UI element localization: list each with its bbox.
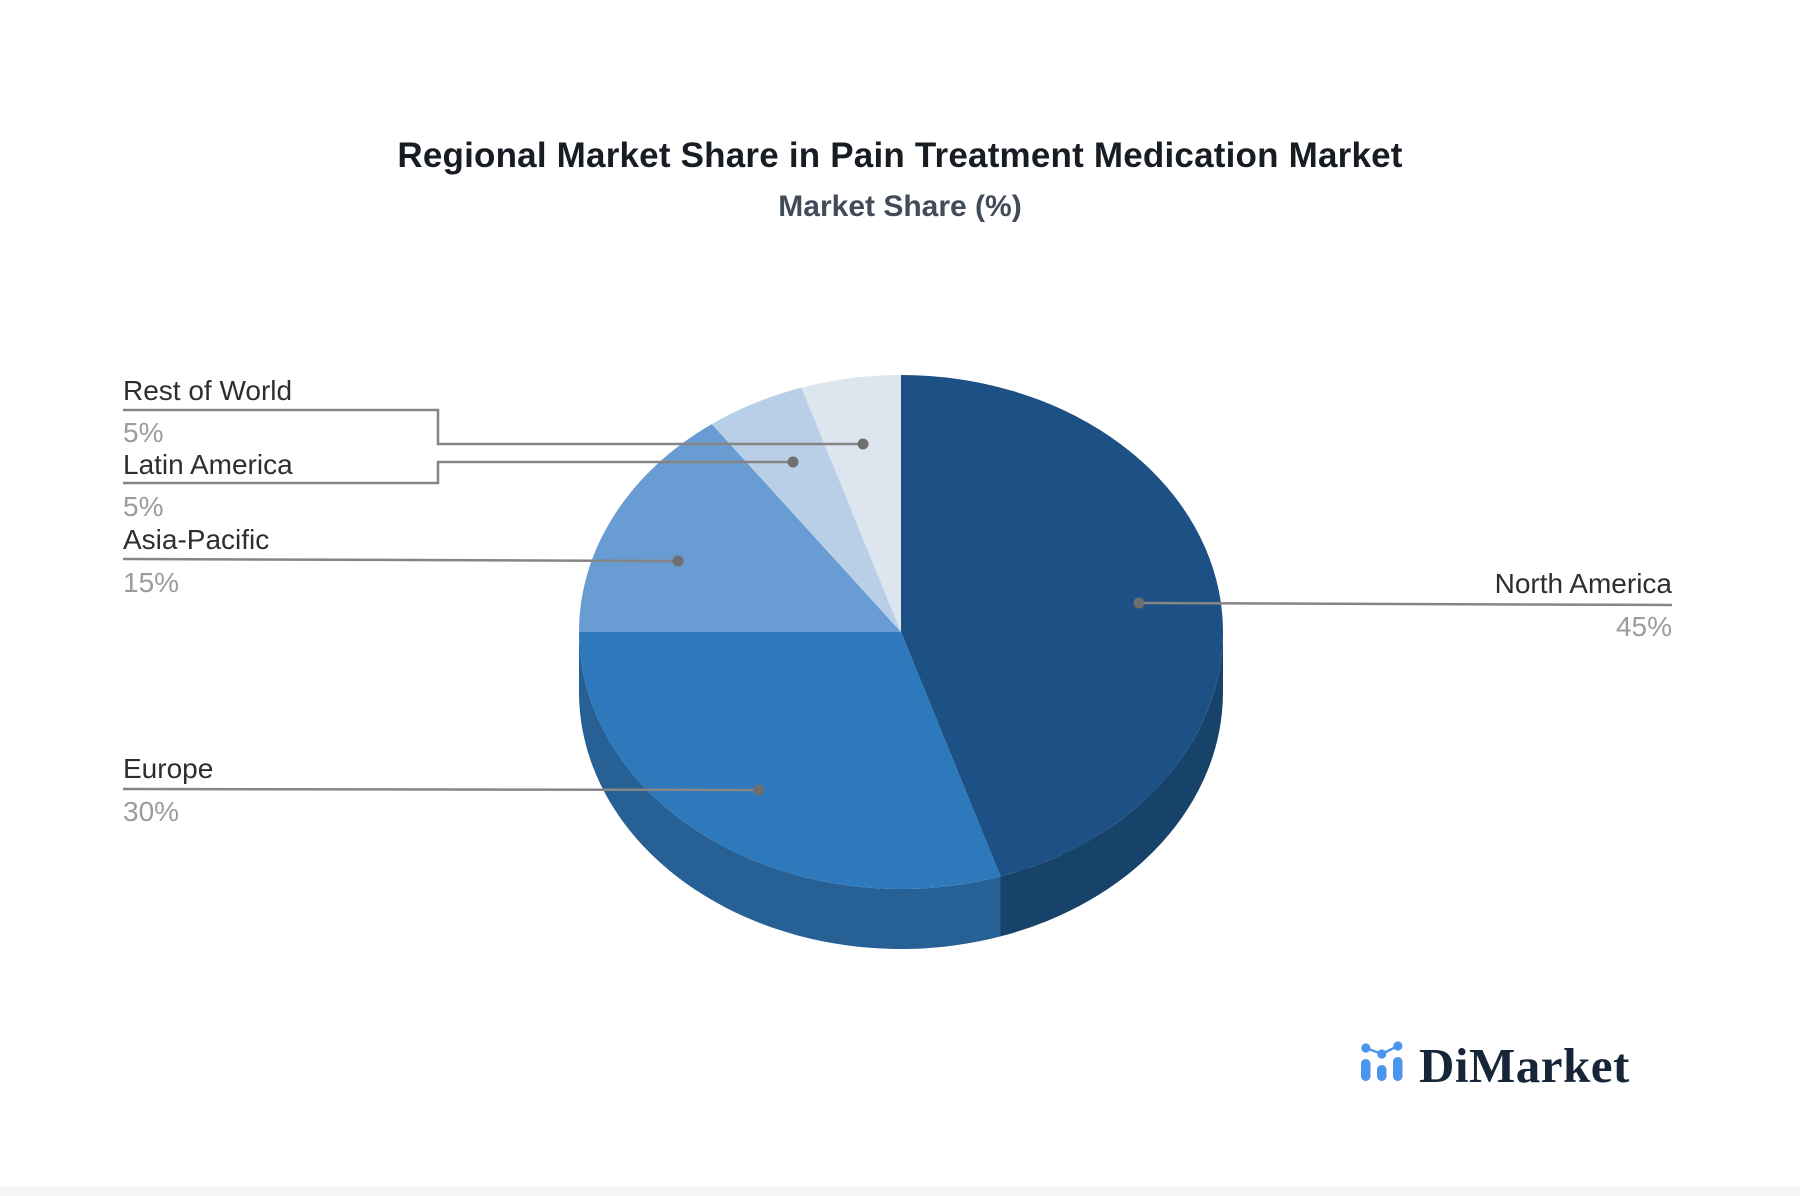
pie-slice-rest-of-world xyxy=(801,375,901,632)
callout-line-europe xyxy=(122,787,760,792)
slice-label-latin-america: Latin America xyxy=(123,449,293,480)
chart-subtitle: Market Share (%) xyxy=(778,190,1022,223)
slice-label-north-america: North America xyxy=(1495,568,1673,599)
callout-line-north-america xyxy=(1138,601,1673,607)
slice-pct-asia-pacific: 15% xyxy=(123,567,179,598)
pie-slice-latin-america xyxy=(711,387,901,632)
logo-dot xyxy=(1393,1041,1403,1051)
slice-pct-latin-america: 5% xyxy=(123,491,163,522)
slice-pct-rest-of-world: 5% xyxy=(123,417,163,448)
logo-bar xyxy=(1377,1065,1387,1081)
pie-slice-europe xyxy=(579,632,1001,889)
callout-dot-north-america xyxy=(1133,597,1145,609)
chart-title: Regional Market Share in Pain Treatment … xyxy=(397,136,1403,175)
slice-pct-north-america: 45% xyxy=(1616,611,1672,642)
pie-slice-side-north-america xyxy=(1000,632,1223,937)
pie-slice-north-america xyxy=(901,375,1223,877)
slice-label-rest-of-world: Rest of World xyxy=(123,375,292,406)
callout-dot-europe xyxy=(753,784,765,796)
brand-logo: DiMarket xyxy=(1360,1040,1630,1092)
pie-slice-side-europe xyxy=(579,632,1001,949)
callout-line-asia-pacific xyxy=(122,557,679,563)
brand-name: DiMarket xyxy=(1419,1038,1630,1093)
bar-line-chart-icon xyxy=(1361,1041,1403,1081)
callout-line-rest-of-world xyxy=(123,408,863,446)
slice-pct-europe: 30% xyxy=(123,796,179,827)
callout-dot-latin-america xyxy=(787,456,799,468)
logo-bar xyxy=(1393,1057,1403,1081)
callout-dot-asia-pacific xyxy=(672,555,684,567)
callout-line-latin-america xyxy=(123,460,793,485)
slice-label-europe: Europe xyxy=(123,753,213,784)
logo-bar xyxy=(1361,1059,1371,1081)
logo-dot xyxy=(1377,1049,1387,1059)
logo-dot xyxy=(1361,1043,1371,1053)
footer-bar xyxy=(0,1187,1800,1196)
slice-label-asia-pacific: Asia-Pacific xyxy=(123,524,269,555)
callout-dot-rest-of-world xyxy=(857,438,869,450)
pie-slice-asia-pacific xyxy=(579,424,901,632)
